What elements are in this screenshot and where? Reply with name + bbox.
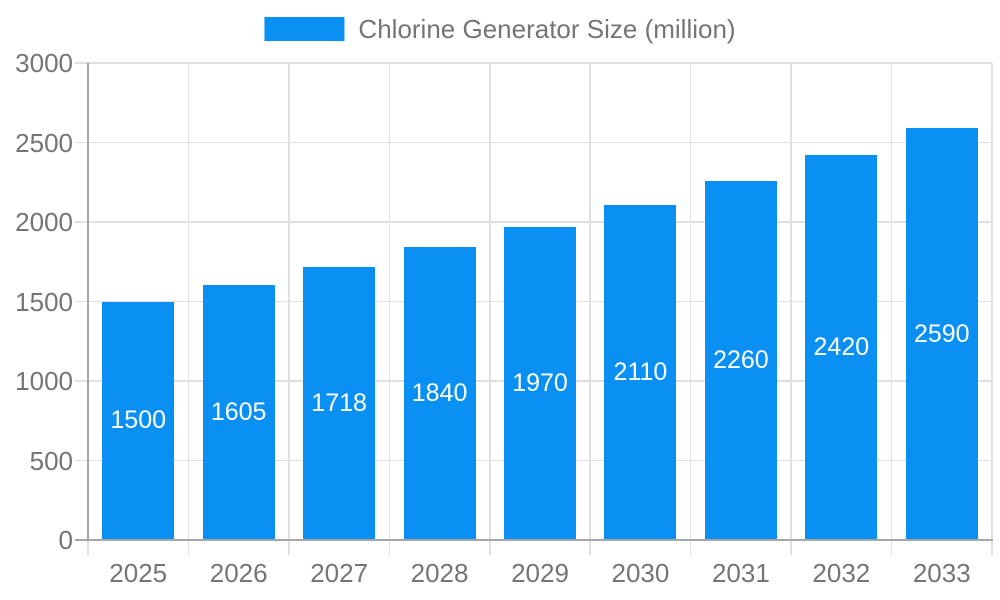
x-axis-tick-label: 2026: [209, 558, 268, 588]
bar-2031[interactable]: 2260: [704, 180, 777, 540]
y-axis-tick: [75, 300, 88, 303]
bar-2028[interactable]: 1840: [403, 247, 476, 540]
bar-2029[interactable]: 1970: [504, 226, 576, 540]
bar-value-label: 1718: [311, 388, 367, 417]
x-axis-tick-label: 2030: [611, 558, 670, 588]
y-axis-tick-label: 1000: [15, 366, 73, 396]
gridline-horizontal: [88, 141, 992, 144]
bar-value-label: 2420: [813, 333, 870, 362]
gridline-horizontal: [88, 221, 992, 223]
x-axis-tick-label: 2028: [410, 558, 469, 588]
gridline-vertical: [790, 63, 792, 540]
x-axis-tick: [87, 540, 89, 555]
x-axis-tick: [288, 540, 290, 555]
bar-value-label: 2260: [713, 345, 769, 374]
y-axis-tick: [75, 380, 88, 382]
bar-2026[interactable]: 1605: [202, 284, 275, 540]
bar-2033[interactable]: 2590: [905, 128, 978, 540]
gridline-horizontal: [88, 62, 992, 64]
x-axis-tick: [890, 540, 893, 555]
y-axis-tick: [75, 221, 88, 223]
y-axis-tick-label: 2500: [15, 127, 73, 158]
x-axis-tick: [689, 540, 692, 555]
gridline-vertical: [689, 63, 692, 540]
gridline-vertical: [890, 63, 893, 540]
x-axis-tick-label: 2025: [109, 558, 168, 588]
x-axis-line: [75, 539, 993, 541]
y-axis-tick-label: 0: [58, 525, 73, 555]
y-axis-tick: [75, 141, 88, 144]
gridline-vertical: [489, 63, 491, 540]
y-axis-tick: [75, 459, 88, 462]
x-axis-tick-label: 2032: [812, 558, 871, 588]
x-axis-tick: [187, 540, 190, 555]
gridline-vertical: [388, 63, 391, 540]
x-axis-tick-label: 2027: [310, 558, 369, 588]
bar-value-label: 1970: [512, 368, 568, 397]
bar-value-label: 1840: [411, 379, 468, 408]
x-axis-tick: [388, 540, 391, 555]
gridline-vertical: [288, 63, 290, 540]
bar-2032[interactable]: 2420: [805, 155, 878, 540]
gridline-vertical: [991, 63, 993, 540]
bar-value-label: 2590: [913, 319, 970, 348]
x-axis-tick-label: 2033: [912, 558, 971, 588]
gridline-vertical: [589, 63, 591, 540]
x-axis-tick-label: 2031: [711, 558, 770, 588]
bar-2027[interactable]: 1718: [303, 266, 376, 540]
legend-label: Chlorine Generator Size (million): [358, 13, 736, 44]
x-axis-tick-label: 2029: [511, 558, 569, 588]
x-axis-tick: [589, 540, 591, 555]
legend-swatch: [264, 17, 345, 41]
bar-2025[interactable]: 1500: [102, 301, 175, 540]
legend[interactable]: Chlorine Generator Size (million): [264, 12, 736, 46]
x-axis-tick: [489, 540, 491, 555]
bar-2030[interactable]: 2110: [604, 204, 677, 540]
x-axis-tick: [991, 540, 993, 555]
y-axis-tick-label: 1500: [15, 286, 73, 317]
bar-value-label: 2110: [613, 357, 668, 386]
y-axis-tick-label: 500: [29, 445, 73, 476]
bar-value-label: 1605: [210, 397, 267, 426]
x-axis-tick: [790, 540, 792, 555]
bar-value-label: 1500: [110, 406, 167, 435]
gridline-vertical: [187, 63, 190, 540]
y-axis-tick-label: 2000: [15, 207, 73, 237]
y-axis-line: [87, 63, 89, 540]
y-axis-tick: [75, 62, 88, 64]
y-axis-tick-label: 3000: [15, 48, 73, 78]
